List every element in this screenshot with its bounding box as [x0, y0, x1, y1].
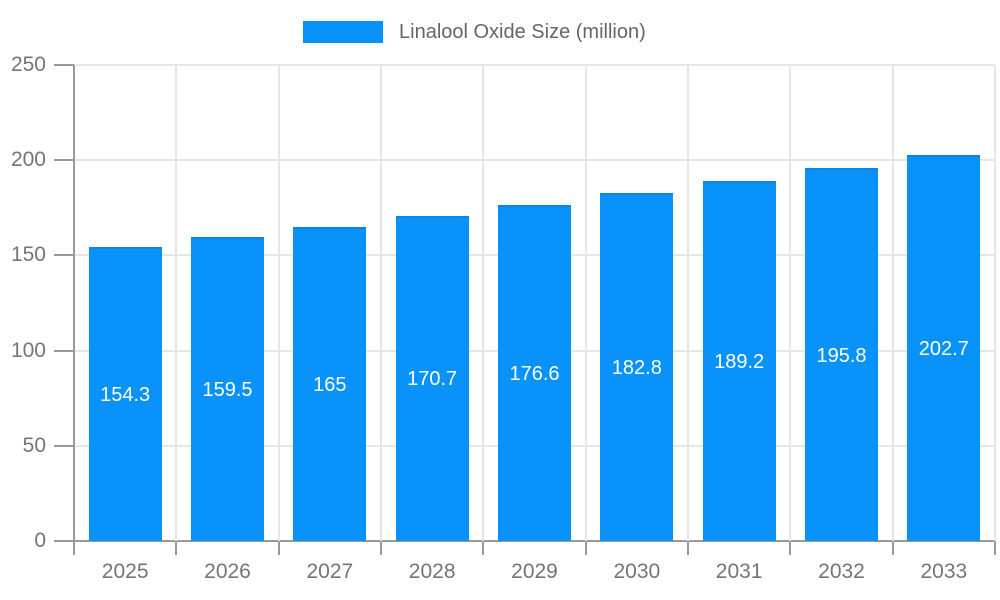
- bar-2033: 202.7: [907, 155, 981, 541]
- legend-swatch: [303, 21, 383, 43]
- x-axis-tick-label: 2026: [204, 560, 251, 583]
- x-axis-tick-label: 2033: [920, 560, 968, 583]
- y-tick-mark: [54, 444, 74, 447]
- gridline-vertical: [891, 65, 894, 541]
- bar-value-label: 182.8: [611, 356, 662, 379]
- y-tick-mark: [54, 159, 74, 162]
- x-tick-mark: [789, 541, 792, 555]
- bar-value-label: 189.2: [714, 350, 765, 373]
- x-tick-mark: [277, 541, 280, 555]
- x-tick-mark: [687, 541, 689, 555]
- y-tick-mark: [54, 349, 74, 352]
- y-tick-mark: [54, 254, 74, 257]
- bar-2030: 182.8: [600, 192, 674, 541]
- bar-2029: 176.6: [498, 204, 571, 541]
- x-axis-tick-label: 2028: [408, 560, 456, 583]
- bar-value-label: 195.8: [816, 344, 867, 367]
- bar-2027: 165: [293, 226, 367, 541]
- gridline-vertical: [994, 65, 996, 541]
- x-tick-mark: [994, 541, 996, 555]
- gridline-vertical: [380, 65, 382, 541]
- x-axis-tick-label: 2030: [613, 560, 661, 583]
- y-axis-tick-label: 50: [22, 433, 46, 457]
- x-axis-line: [74, 540, 995, 542]
- bar-value-label: 159.5: [202, 379, 253, 402]
- bar-value-label: 176.6: [509, 362, 560, 385]
- x-tick-mark: [175, 541, 178, 555]
- y-axis-tick-label: 150: [10, 243, 46, 267]
- bar-2025: 154.3: [88, 247, 162, 541]
- x-tick-mark: [482, 541, 485, 555]
- x-axis-tick-label: 2032: [818, 560, 865, 583]
- gridline-horizontal: [74, 64, 995, 66]
- x-axis-tick-label: 2025: [101, 560, 149, 583]
- bar-2032: 195.8: [805, 168, 878, 541]
- bar-2028: 170.7: [395, 215, 469, 541]
- y-tick-mark: [54, 64, 74, 66]
- bar-2031: 189.2: [702, 180, 776, 541]
- x-axis-tick-label: 2029: [511, 560, 558, 583]
- gridline-vertical: [482, 65, 485, 541]
- x-tick-mark: [584, 541, 587, 555]
- legend: Linalool Oxide Size (million): [0, 14, 1000, 50]
- x-tick-mark: [891, 541, 894, 555]
- bar-value-label: 165: [313, 373, 347, 396]
- legend-label: Linalool Oxide Size (million): [399, 21, 646, 43]
- bar-value-label: 154.3: [100, 384, 151, 407]
- gridline-horizontal: [74, 159, 995, 162]
- x-axis-tick-label: 2031: [715, 560, 763, 583]
- y-axis-line: [73, 65, 75, 555]
- gridline-vertical: [584, 65, 587, 541]
- x-axis-tick-label: 2027: [306, 560, 354, 583]
- gridline-vertical: [175, 65, 178, 541]
- bar-value-label: 170.7: [407, 368, 458, 391]
- y-axis-tick-label: 250: [10, 53, 46, 76]
- y-tick-mark: [54, 540, 74, 542]
- bar-value-label: 202.7: [918, 338, 969, 361]
- bar-2026: 159.5: [191, 237, 264, 541]
- gridline-vertical: [789, 65, 792, 541]
- x-tick-mark: [380, 541, 382, 555]
- gridline-vertical: [687, 65, 689, 541]
- y-axis-tick-label: 200: [10, 148, 46, 172]
- gridline-vertical: [277, 65, 280, 541]
- y-axis-tick-label: 0: [34, 529, 46, 552]
- y-axis-tick-label: 100: [10, 338, 46, 362]
